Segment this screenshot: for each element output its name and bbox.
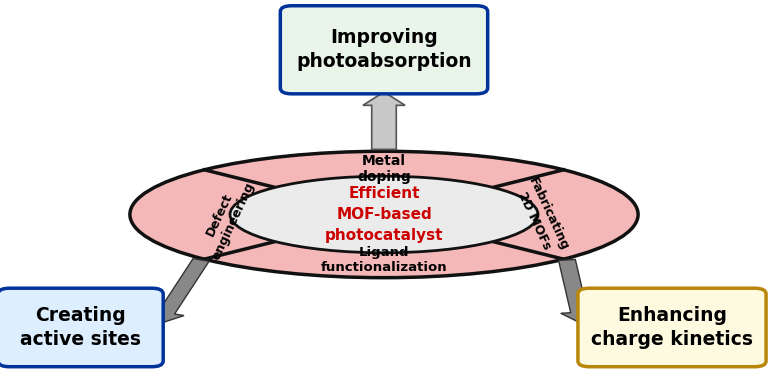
FancyBboxPatch shape	[578, 288, 766, 367]
Text: Creating
active sites: Creating active sites	[20, 306, 141, 349]
FancyArrow shape	[362, 92, 406, 149]
FancyArrow shape	[149, 259, 209, 324]
Text: Metal
doping: Metal doping	[357, 154, 411, 184]
FancyArrow shape	[558, 260, 598, 324]
Text: Defect
engineering: Defect engineering	[196, 173, 257, 262]
FancyBboxPatch shape	[0, 288, 163, 367]
Ellipse shape	[130, 151, 638, 278]
Text: Enhancing
charge kinetics: Enhancing charge kinetics	[591, 306, 753, 349]
Ellipse shape	[230, 176, 538, 253]
Text: Ligand
functionalization: Ligand functionalization	[321, 246, 447, 274]
Text: Efficient
MOF-based
photocatalyst: Efficient MOF-based photocatalyst	[325, 186, 443, 243]
Text: Fabricating
2D MOFs: Fabricating 2D MOFs	[512, 176, 571, 259]
FancyBboxPatch shape	[280, 6, 488, 94]
Text: Improving
photoabsorption: Improving photoabsorption	[296, 28, 472, 71]
